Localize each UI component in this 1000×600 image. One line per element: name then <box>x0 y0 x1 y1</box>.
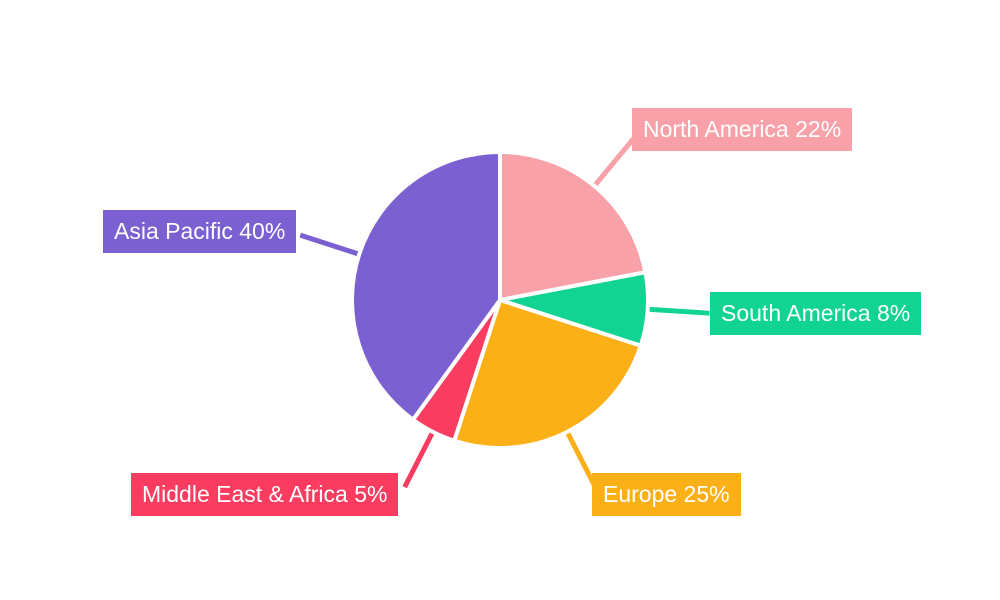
pie-slice-north-america[interactable] <box>498 150 648 302</box>
leader-line-middle-east-africa <box>402 428 436 489</box>
label-asia-pacific: Asia Pacific 40% <box>103 210 297 253</box>
leader-line-north-america <box>591 136 636 190</box>
label-south-america: South America 8% <box>710 292 922 335</box>
pie-slice-asia-pacific[interactable] <box>350 150 502 422</box>
label-middle-east-africa: Middle East & Africa 5% <box>131 473 399 516</box>
pie-slice-europe[interactable] <box>452 298 643 450</box>
leader-line-europe <box>564 428 598 489</box>
leader-line-south-america <box>645 306 710 316</box>
leader-line-asia-pacific <box>299 232 362 258</box>
label-north-america: North America 22% <box>632 108 853 151</box>
label-europe: Europe 25% <box>592 473 741 516</box>
